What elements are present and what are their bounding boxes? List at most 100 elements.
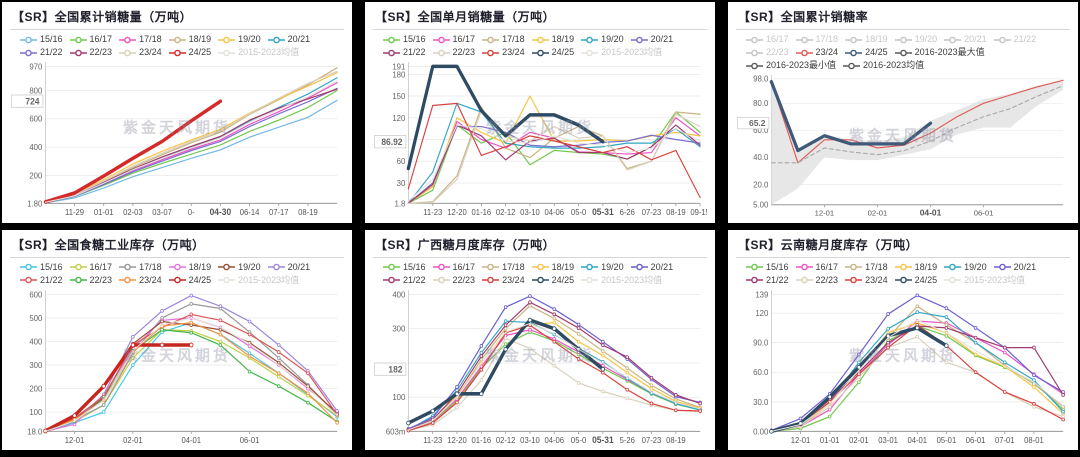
line-chart: 5.00 20.0 40.0 60.0 80.0 98.0 12-01 02-01 04-01 0… [737,75,1064,218]
series-line-2015-2023均值 [407,322,701,430]
svg-text:03-01: 03-01 [878,435,898,444]
chart-title: 【SR】云南糖月度库存（万吨） [736,235,1070,258]
svg-text:300: 300 [392,324,406,333]
series-label: 17/18 [865,261,888,272]
series-marker-icon [845,36,863,43]
svg-text:6-26: 6-26 [620,208,636,217]
series-marker-icon [581,36,599,43]
series-marker-icon [993,263,1011,271]
legend-item-16/17: 16/17 [69,261,112,274]
svg-text:80.0: 80.0 [753,99,769,108]
svg-text:98.0: 98.0 [753,75,769,84]
svg-text:20.0: 20.0 [753,180,769,189]
series-label: 15/16 [766,261,789,272]
legend-item-23/24: 23/24 [119,46,162,59]
svg-text:60: 60 [397,157,406,166]
svg-text:100: 100 [29,407,43,416]
series-line-24/25 [769,80,933,153]
svg-text:40.0: 40.0 [753,153,769,162]
legend-item-21/22: 21/22 [746,274,789,287]
series-line-2015-2023均值 [770,318,1064,432]
series-marker-icon [69,36,87,43]
series-marker-icon [531,36,549,43]
svg-text:400: 400 [392,290,406,299]
chart-plot-area: 18.0 100 200 300 400 500 600 12-01 02-01 04-01 06-… [10,288,344,449]
svg-text:01-01: 01-01 [94,208,114,217]
panel-guangxi-monthly-inventory: 【SR】广西糖月度库存（万吨） 15/16 16/17 17/18 18/19 19/2… [365,229,715,450]
series-line-18/19 [44,67,338,203]
legend-item-22/23: 22/23 [69,274,112,287]
svg-text:09-15: 09-15 [690,208,707,217]
series-label: 24/25 [551,274,575,285]
legend-item-17/18: 17/18 [119,33,162,46]
legend-item-24/25: 24/25 [168,274,212,287]
series-label: 21/22 [766,274,789,285]
series-marker-icon [482,36,500,43]
series-label: 21/22 [40,47,63,57]
svg-text:01-16: 01-16 [472,435,492,444]
svg-text:03-07: 03-07 [152,208,172,217]
series-label: 19/20 [238,34,261,44]
panel-yunnan-monthly-inventory: 【SR】云南糖月度库存（万吨） 15/16 16/17 17/18 18/19 19/2… [728,229,1078,450]
series-label: 16/17 [815,261,839,272]
series-label: 22/23 [452,274,476,285]
series-marker-icon [218,263,236,271]
series-marker-icon [531,263,549,271]
svg-text:11-29: 11-29 [65,208,85,217]
svg-text:08-19: 08-19 [666,435,686,444]
legend-item-24/25: 24/25 [531,46,574,59]
series-label: 15/16 [403,34,426,44]
series-marker-icon [383,36,400,43]
legend-item-23/24: 23/24 [482,46,525,59]
legend-item-19/20: 19/20 [894,33,938,46]
series-label: 16/17 [452,261,476,272]
legend-item-23/24: 23/24 [119,274,162,287]
series-marker-icon [843,62,861,69]
svg-text:08-19: 08-19 [298,208,318,217]
series-line-15/16 [44,99,338,204]
series-marker-icon [20,36,37,43]
svg-text:139: 139 [755,290,769,299]
legend-item-21/22: 21/22 [993,33,1036,46]
series-label: 2015-2023均值 [964,274,1026,285]
series-label: 20/21 [964,34,987,44]
legend-item-15/16: 15/16 [383,33,426,46]
legend-item-23/24: 23/24 [795,46,838,59]
svg-text:08-19: 08-19 [666,208,686,217]
legend-item-19/20: 19/20 [944,261,987,274]
series-marker-icon [795,49,813,56]
series-label: 24/25 [188,274,212,285]
legend-item-18/19: 18/19 [845,33,888,46]
series-marker-icon [383,263,400,271]
highlighted-x-tick: 04-01 [920,208,942,218]
series-marker-icon [630,36,648,43]
legend-item-20/21: 20/21 [944,33,987,46]
highlighted-x-tick: 05-31 [592,207,614,217]
legend-item-16/17: 16/17 [69,33,112,46]
series-line-24/25 [406,64,605,171]
legend-item-17/18: 17/18 [119,261,162,274]
panel-national-cumulative-sales: 【SR】全国累计销糖量（万吨） 15/16 16/17 17/18 18/19 19/2… [2,2,352,223]
svg-text:0.00: 0.00 [753,427,769,436]
svg-text:02-12: 02-12 [496,208,516,217]
legend-item-18/19: 18/19 [168,261,211,274]
series-line-2016-2023均值 [770,85,1064,164]
series-label: 15/16 [40,261,63,272]
series-marker-icon [482,263,500,271]
svg-text:12-20: 12-20 [447,208,467,217]
legend-item-21/22: 21/22 [383,274,426,287]
series-label: 21/22 [403,47,426,57]
series-marker-icon [894,49,912,56]
series-label: 19/20 [914,34,938,44]
series-line-2015-2023均值 [44,80,338,203]
series-label: 23/24 [139,274,162,285]
series-label: 2015-2023均值 [238,274,300,285]
series-marker-icon [795,276,813,284]
svg-text:30: 30 [397,179,406,188]
legend-item-2015-2023均值: 2015-2023均值 [944,274,1025,287]
highlighted-x-tick: 04-30 [210,207,232,217]
series-label: 19/20 [601,261,624,272]
series-marker-icon [69,49,87,56]
legend-item-24/25: 24/25 [894,274,937,287]
